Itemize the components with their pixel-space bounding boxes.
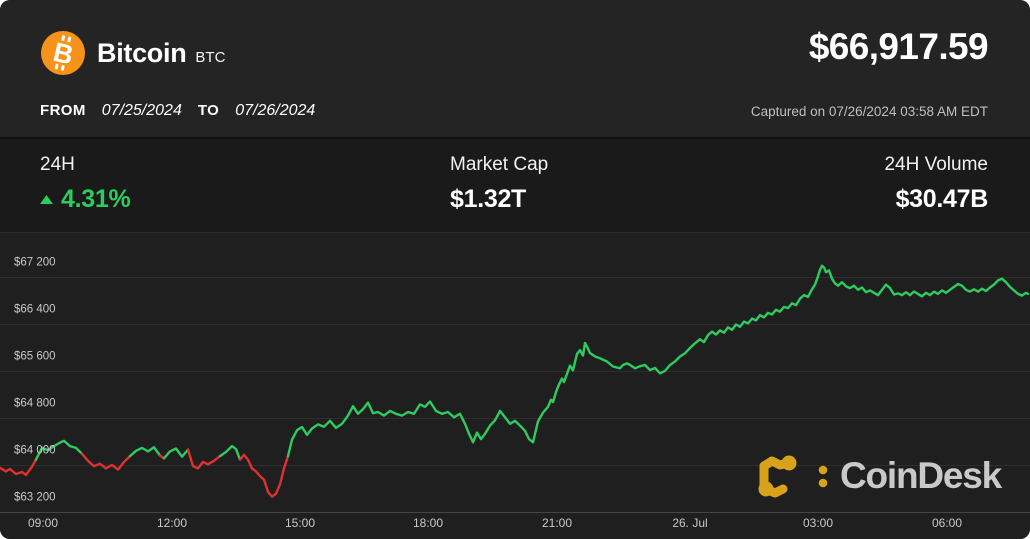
- market-cap-label: Market Cap: [450, 154, 549, 175]
- svg-text:$65 600: $65 600: [14, 351, 56, 363]
- svg-text:06:00: 06:00: [932, 516, 962, 530]
- change-label: 24H: [40, 154, 75, 175]
- svg-text:18:00: 18:00: [413, 516, 443, 530]
- coindesk-logo-icon: [758, 455, 828, 498]
- coin-symbol: BTC: [195, 49, 226, 66]
- svg-text:21:00: 21:00: [542, 516, 572, 530]
- svg-text:26. Jul: 26. Jul: [672, 516, 707, 530]
- coindesk-wordmark: CoinDesk: [840, 455, 1002, 496]
- stat-24h-change: 24H 4.31%: [40, 154, 131, 214]
- cd-dots: [758, 455, 828, 497]
- change-value: 4.31%: [61, 185, 131, 213]
- coindesk-watermark: CoinDesk: [757, 453, 1002, 499]
- bitcoin-logo-icon: B: [41, 31, 85, 75]
- volume-label: 24H Volume: [884, 154, 988, 175]
- change-value-row: 4.31%: [40, 185, 131, 214]
- coin-title: Bitcoin BTC: [97, 38, 225, 69]
- stat-market-cap: Market Cap $1.32T: [450, 154, 548, 214]
- volume-value: $30.47B: [895, 185, 989, 213]
- btc-circle: [41, 31, 85, 75]
- stats-band: 24H 4.31% Market Cap $1.32T 24H Volume $…: [0, 137, 1030, 233]
- svg-text:$63 200: $63 200: [14, 492, 56, 504]
- svg-text:$67 200: $67 200: [14, 257, 56, 269]
- to-label: TO: [197, 102, 220, 119]
- svg-text:15:00: 15:00: [285, 516, 315, 530]
- up-arrow-shape: [40, 195, 53, 204]
- captured-timestamp: Captured on 07/26/2024 03:58 AM EDT: [750, 104, 988, 119]
- header: B Bitcoin BTC $66,917.59 FROM 07/25/2024…: [0, 0, 1030, 137]
- to-date: 07/26/2024: [235, 102, 316, 119]
- date-range: FROM 07/25/2024 TO 07/26/2024: [40, 102, 315, 120]
- svg-text:03:00: 03:00: [803, 516, 833, 530]
- chart-area: $67 200 $66 400 $65 600 $64 800 $64 000 $63 2…: [0, 233, 1030, 539]
- svg-text:$64 800: $64 800: [14, 398, 56, 410]
- from-date: 07/25/2024: [101, 102, 182, 119]
- svg-text:$64 000: $64 000: [14, 445, 56, 457]
- market-cap-value: $1.32T: [450, 185, 527, 213]
- svg-text:$66 400: $66 400: [14, 304, 56, 316]
- coin-name: Bitcoin: [97, 38, 187, 68]
- svg-text:09:00: 09:00: [28, 516, 58, 530]
- svg-text:12:00: 12:00: [157, 516, 187, 530]
- price-chart: $67 200 $66 400 $65 600 $64 800 $64 000 $63 2…: [0, 257, 1030, 530]
- stat-volume: 24H Volume $30.47B: [884, 154, 988, 214]
- current-price: $66,917.59: [808, 26, 989, 67]
- up-arrow-icon: [40, 195, 53, 204]
- from-label: FROM: [40, 102, 86, 119]
